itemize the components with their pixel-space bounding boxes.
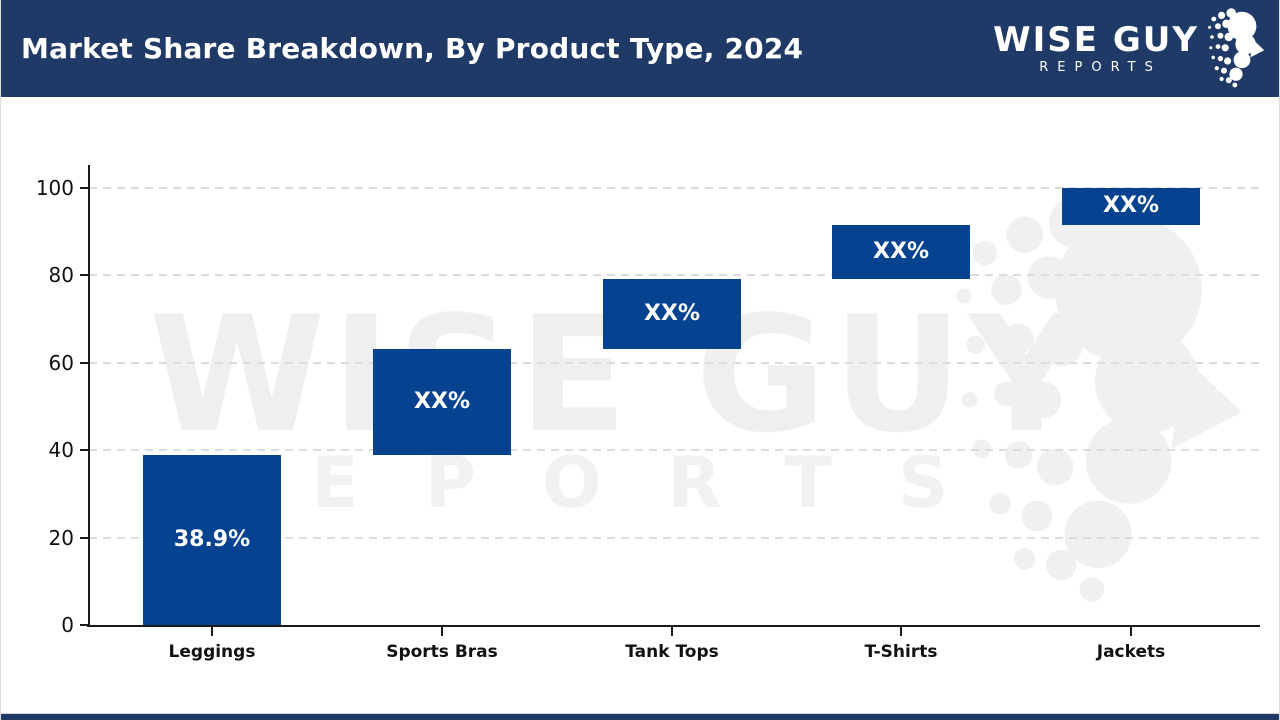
gridline-100 xyxy=(89,186,1263,189)
y-tick-mark xyxy=(80,624,89,626)
watermark-subtext: REPORTS xyxy=(191,442,1015,524)
gridline-60 xyxy=(89,361,1263,364)
y-tick-label: 100 xyxy=(35,175,74,200)
watermark-face-icon xyxy=(955,198,1242,602)
y-tick-label: 60 xyxy=(48,350,74,375)
header-bar: Market Share Breakdown, By Product Type,… xyxy=(1,0,1279,97)
y-tick-label: 0 xyxy=(61,613,74,637)
category-label: Tank Tops xyxy=(625,642,719,662)
gridline-20 xyxy=(89,536,1263,539)
bar-sports-bras xyxy=(373,349,511,455)
y-tick-label: 40 xyxy=(48,438,74,462)
y-tick-label: 80 xyxy=(48,263,74,287)
y-tick-mark xyxy=(80,274,89,276)
y-tick-label: 20 xyxy=(48,525,74,550)
bar-value-label: XX% xyxy=(414,389,470,415)
bar-value-label: XX% xyxy=(644,301,700,327)
logo-subtext: REPORTS xyxy=(1039,59,1162,75)
category-label: Leggings xyxy=(168,642,256,662)
bar-value-label: 38.9% xyxy=(173,526,251,552)
x-tick-mark xyxy=(1130,627,1132,636)
wiseguy-logo-text: WISE GUY REPORTS xyxy=(993,22,1199,76)
wiseguy-logo: WISE GUY REPORTS xyxy=(993,7,1267,91)
x-axis-line xyxy=(87,625,1260,627)
x-tick-mark xyxy=(441,627,443,636)
bar-value-label: XX% xyxy=(1103,193,1159,219)
gridline-80 xyxy=(89,274,1263,276)
bar-tank-tops xyxy=(603,279,741,350)
bar-jackets xyxy=(1062,187,1200,225)
footer-bar xyxy=(1,714,1279,720)
y-tick-mark xyxy=(80,186,89,189)
bar-value-label: XX% xyxy=(873,239,929,265)
bar-leggings xyxy=(143,454,281,625)
bar-t-shirts xyxy=(832,224,970,280)
x-tick-mark xyxy=(671,627,673,636)
logo-wordmark: WISE GUY xyxy=(993,19,1199,60)
category-label: Sports Bras xyxy=(386,642,498,662)
category-label: T-Shirts xyxy=(864,642,938,662)
category-label: Jackets xyxy=(1096,642,1166,662)
y-tick-mark xyxy=(80,536,89,539)
gridline-40 xyxy=(89,449,1263,451)
y-tick-mark xyxy=(80,361,89,364)
wiseguy-face-icon xyxy=(1208,7,1265,87)
x-tick-mark xyxy=(211,627,213,636)
x-tick-mark xyxy=(900,627,902,636)
page-title: Market Share Breakdown, By Product Type,… xyxy=(21,32,804,65)
y-axis-line xyxy=(88,165,90,627)
y-tick-mark xyxy=(80,449,89,451)
bottom-divider xyxy=(1,713,1279,714)
